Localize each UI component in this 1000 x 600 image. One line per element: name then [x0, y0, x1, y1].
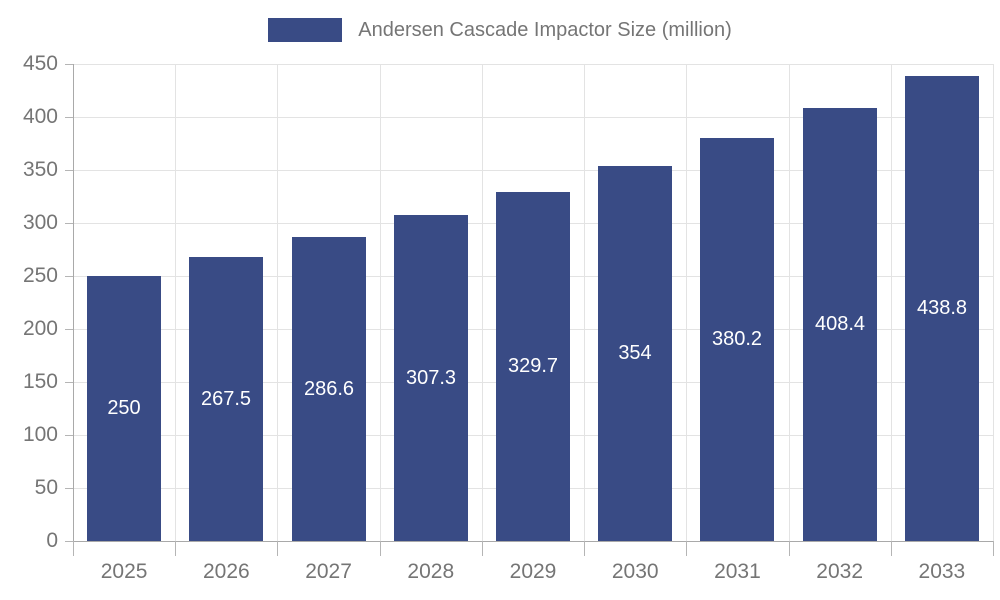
y-axis-tick-mark	[65, 329, 73, 330]
x-axis-tick-mark	[891, 541, 892, 556]
x-axis-tick-mark	[584, 541, 585, 556]
y-axis-tick-label: 400	[22, 105, 58, 128]
bar: 307.3	[394, 215, 468, 541]
bar-value-label: 286.6	[303, 377, 355, 400]
y-axis-tick-label: 150	[22, 370, 58, 393]
y-axis-tick-mark	[65, 276, 73, 277]
gridline-vertical	[686, 64, 687, 541]
gridline-vertical	[175, 64, 176, 541]
y-axis-tick-label: 450	[22, 52, 58, 75]
bar: 286.6	[292, 237, 366, 541]
bar: 329.7	[496, 191, 570, 541]
y-axis-tick-label: 50	[34, 476, 58, 499]
y-axis-tick-mark	[65, 488, 73, 489]
x-axis-tick-mark	[380, 541, 381, 556]
bar: 250	[87, 276, 161, 541]
y-axis-tick-mark	[65, 435, 73, 436]
x-axis-tick-label: 2027	[305, 560, 352, 583]
gridline-horizontal	[73, 117, 993, 118]
x-axis-tick-mark	[175, 541, 176, 556]
y-axis-tick-label: 300	[22, 211, 58, 234]
y-axis-tick-mark	[65, 117, 73, 118]
x-axis-tick-mark	[993, 541, 994, 556]
x-axis-tick-mark	[73, 541, 74, 556]
x-axis-tick-label: 2025	[100, 560, 148, 583]
x-axis-line	[73, 541, 993, 542]
gridline-vertical	[789, 64, 790, 541]
y-axis-tick-mark	[65, 223, 73, 224]
y-axis-tick-label: 200	[22, 317, 58, 340]
gridline-horizontal	[73, 170, 993, 171]
bar: 438.8	[905, 75, 979, 541]
y-axis-tick-mark	[65, 541, 73, 542]
bar-value-label: 380.2	[711, 328, 763, 350]
x-axis-tick-label: 2032	[816, 560, 864, 583]
y-axis-tick-label: 0	[46, 529, 58, 552]
y-axis-tick-mark	[65, 64, 73, 65]
y-axis-tick-label: 350	[22, 158, 58, 181]
y-axis-tick-label: 250	[22, 264, 58, 287]
gridline-vertical	[891, 64, 892, 541]
legend-swatch	[268, 18, 343, 42]
x-axis-tick-mark	[277, 541, 278, 556]
bar-value-label: 307.3	[405, 366, 457, 389]
legend[interactable]: Andersen Cascade Impactor Size (million)	[0, 18, 1000, 42]
bar-value-label: 267.5	[200, 387, 252, 410]
bar-value-label: 408.4	[814, 313, 866, 336]
x-axis-tick-label: 2031	[714, 560, 761, 583]
bar: 354	[598, 165, 672, 541]
bar: 408.4	[803, 108, 877, 541]
legend-label: Andersen Cascade Impactor Size (million)	[358, 19, 732, 41]
y-axis-tick-mark	[65, 170, 73, 171]
x-axis-tick-mark	[686, 541, 687, 556]
x-axis-tick-label: 2028	[407, 560, 455, 583]
bar-value-label: 438.8	[916, 296, 968, 319]
bar: 380.2	[700, 138, 774, 541]
y-axis-line	[73, 64, 74, 541]
gridline-vertical	[380, 64, 381, 541]
x-axis-tick-label: 2030	[611, 560, 659, 583]
x-axis-tick-mark	[789, 541, 790, 556]
bar-value-label: 250	[107, 397, 141, 419]
x-axis-tick-mark	[482, 541, 483, 556]
gridline-vertical	[584, 64, 585, 541]
bar-value-label: 329.7	[507, 354, 559, 377]
gridline-vertical	[277, 64, 278, 541]
plot-area: 250 267.5 286.6 307.3 329.7 354 380.2 408.4 438.…	[73, 64, 994, 541]
gridline-vertical	[993, 64, 994, 541]
gridline-horizontal	[73, 64, 993, 65]
bar: 267.5	[189, 257, 263, 541]
y-axis-tick-mark	[65, 382, 73, 383]
gridline-vertical	[482, 64, 483, 541]
x-axis-tick-label: 2029	[509, 560, 557, 583]
y-axis-tick-label: 100	[22, 423, 58, 446]
x-axis-tick-label: 2033	[918, 560, 966, 583]
bar-value-label: 354	[618, 341, 652, 364]
x-axis-tick-label: 2026	[202, 560, 250, 583]
